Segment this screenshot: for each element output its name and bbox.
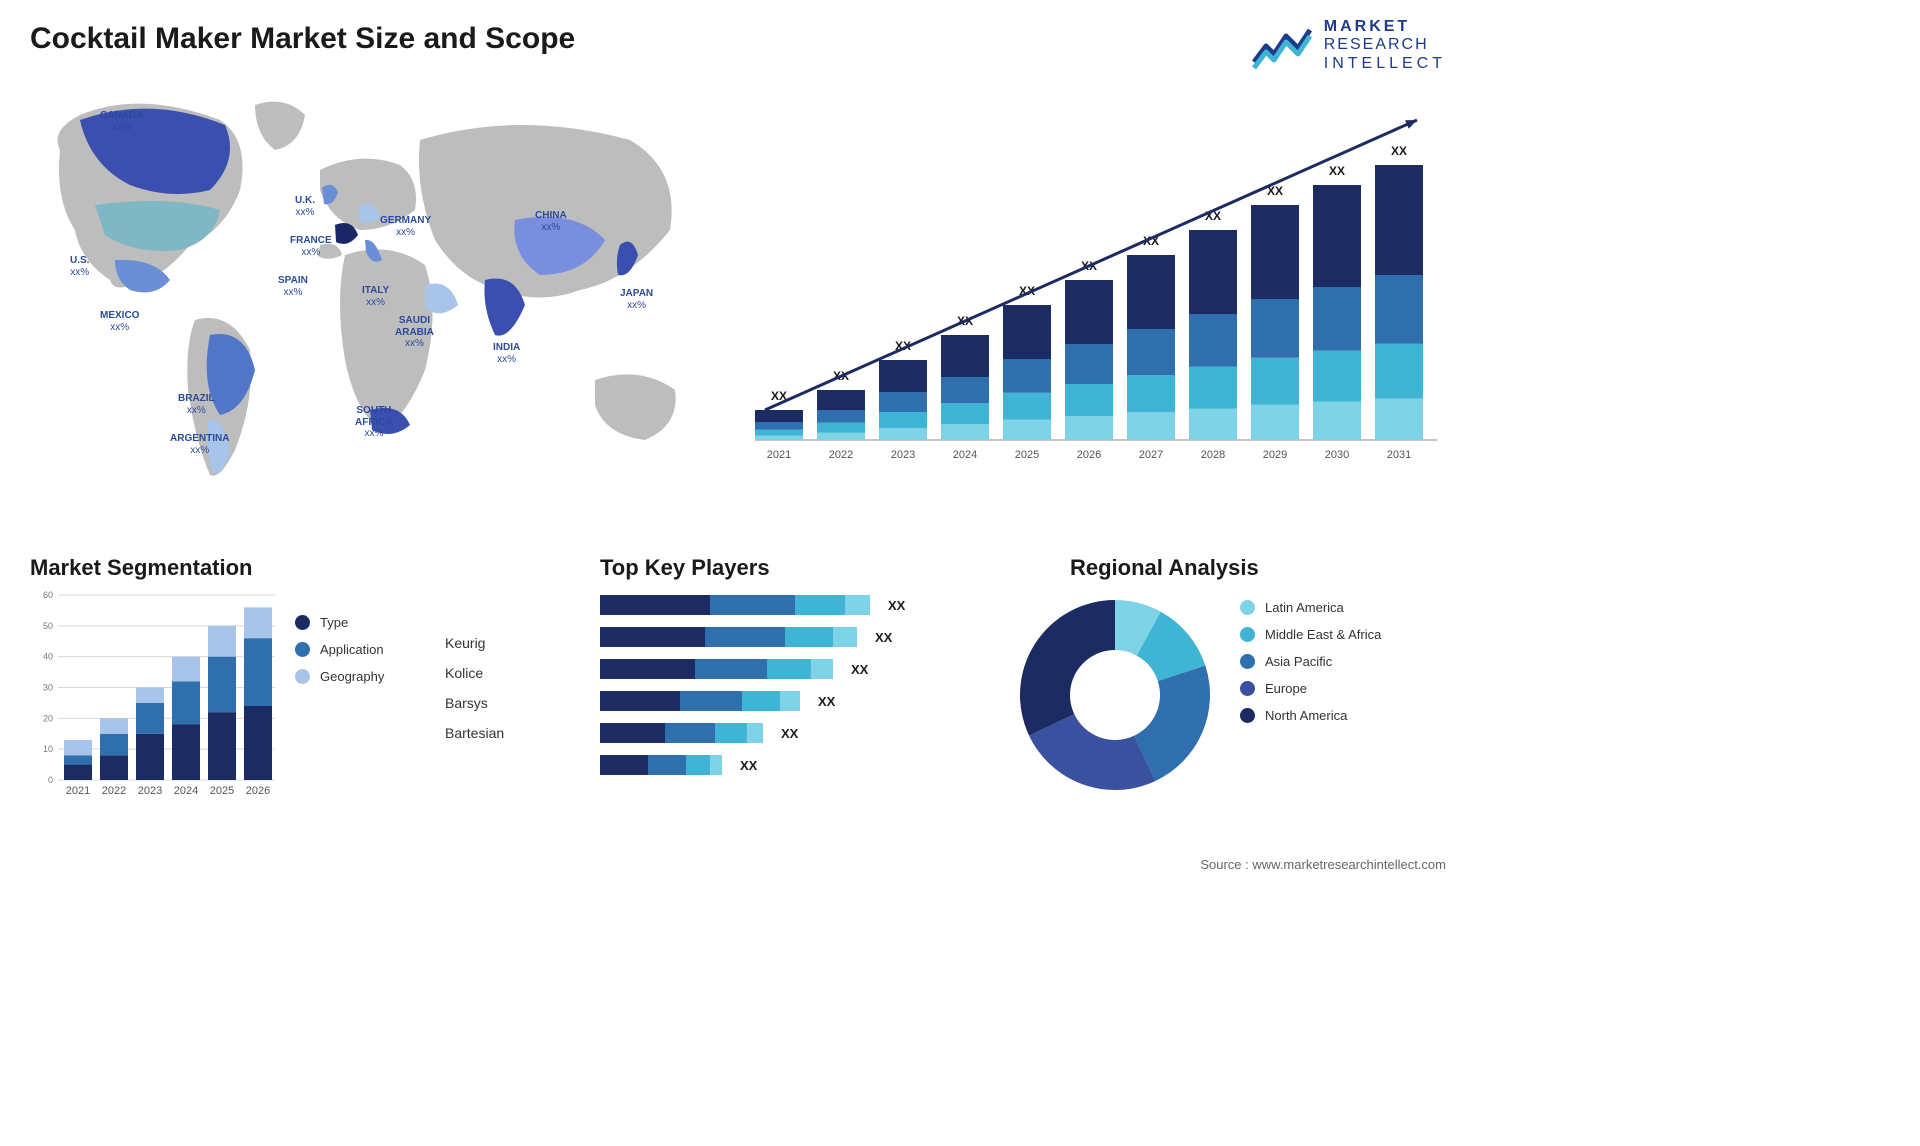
svg-text:XX: XX [851,662,869,677]
map-label-germany: GERMANYxx% [380,215,431,238]
regional-title: Regional Analysis [1070,555,1259,581]
tkp-player-barsys: Barsys [445,695,575,711]
svg-text:2021: 2021 [66,785,90,797]
svg-text:XX: XX [1329,164,1345,178]
svg-text:2027: 2027 [1139,449,1163,461]
svg-text:0: 0 [48,775,53,785]
svg-text:XX: XX [781,726,799,741]
logo-icon [1252,22,1312,70]
svg-text:XX: XX [875,630,893,645]
regional-legend-europe: Europe [1240,681,1381,696]
map-label-u-k-: U.K.xx% [295,195,315,218]
page-title: Cocktail Maker Market Size and Scope [30,22,575,56]
svg-text:20: 20 [43,713,53,723]
map-label-mexico: MEXICOxx% [100,310,139,333]
svg-text:2024: 2024 [174,785,198,797]
svg-text:2023: 2023 [138,785,162,797]
logo-line2: RESEARCH [1324,36,1446,54]
map-label-u-s-: U.S.xx% [70,255,89,278]
map-label-south-africa: SOUTHAFRICAxx% [355,405,393,440]
svg-text:2031: 2031 [1387,449,1411,461]
svg-text:50: 50 [43,621,53,631]
svg-text:40: 40 [43,652,53,662]
svg-text:XX: XX [888,598,906,613]
svg-text:2025: 2025 [210,785,234,797]
tkp-player-bartesian: Bartesian [445,725,575,741]
regional-legend: Latin America Middle East & Africa Asia Pa… [1240,600,1381,735]
map-label-spain: SPAINxx% [278,275,308,298]
segmentation-legend: Type Application Geography [295,615,384,696]
tkp-player-keurig: Keurig [445,635,575,651]
segmentation-title: Market Segmentation [30,555,253,581]
world-map: CANADAxx% U.S.xx% MEXICOxx% BRAZILxx% ARGENT… [20,80,720,490]
svg-text:XX: XX [740,758,758,773]
source-text: Source : www.marketresearchintellect.com [1200,857,1446,872]
seg-legend-application: Application [295,642,384,657]
logo: MARKET RESEARCH INTELLECT [1252,18,1446,73]
svg-text:2026: 2026 [1077,449,1101,461]
map-label-italy: ITALYxx% [362,285,389,308]
svg-text:2029: 2029 [1263,449,1287,461]
logo-line3: INTELLECT [1324,55,1446,73]
svg-text:2024: 2024 [953,449,977,461]
main-bar-chart: XX2021XX2022XX2023XX2024XX2025XX2026XX20… [745,90,1445,480]
map-label-argentina: ARGENTINAxx% [170,433,229,456]
svg-text:2025: 2025 [1015,449,1039,461]
map-label-india: INDIAxx% [493,342,520,365]
regional-legend-asia-pacific: Asia Pacific [1240,654,1381,669]
market-segmentation: Market Segmentation 0 10 20 30 40 50 60 2021 202… [30,555,450,815]
svg-text:XX: XX [818,694,836,709]
svg-text:2023: 2023 [891,449,915,461]
map-label-canada: CANADAxx% [100,110,143,133]
top-key-players: Top Key Players Keurig Kolice Barsys Bartes… [445,555,985,815]
svg-text:60: 60 [43,590,53,600]
svg-text:2026: 2026 [246,785,270,797]
regional-legend-middle-east-africa: Middle East & Africa [1240,627,1381,642]
map-label-saudi-arabia: SAUDIARABIAxx% [395,315,434,350]
map-label-france: FRANCExx% [290,235,332,258]
seg-legend-type: Type [295,615,384,630]
tkp-title: Top Key Players [600,555,770,581]
map-label-china: CHINAxx% [535,210,567,233]
tkp-player-kolice: Kolice [445,665,575,681]
svg-text:10: 10 [43,744,53,754]
svg-text:XX: XX [1391,144,1407,158]
svg-text:2030: 2030 [1325,449,1349,461]
svg-text:30: 30 [43,683,53,693]
regional-analysis: Regional Analysis Latin America Middle Ea… [1010,555,1450,815]
regional-legend-north-america: North America [1240,708,1381,723]
svg-text:2022: 2022 [102,785,126,797]
svg-text:2021: 2021 [767,449,791,461]
tkp-player-names: Keurig Kolice Barsys Bartesian [445,635,575,755]
svg-text:2028: 2028 [1201,449,1225,461]
logo-line1: MARKET [1324,18,1446,36]
seg-legend-geography: Geography [295,669,384,684]
map-label-japan: JAPANxx% [620,288,653,311]
map-label-brazil: BRAZILxx% [178,393,215,416]
regional-legend-latin-america: Latin America [1240,600,1381,615]
svg-text:2022: 2022 [829,449,853,461]
